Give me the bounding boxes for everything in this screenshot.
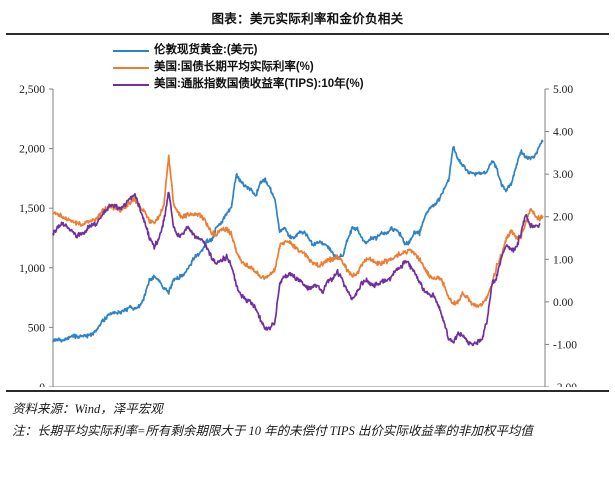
note-line: 注：长期平均实际利率=所有剩余期限大于 10 年的未偿付 TIPS 出价实际收益… [12,424,533,438]
page-title: 图表：美元实际利率和金价负相关 [211,12,404,26]
legend-swatch-tips [113,83,149,86]
legend-item-longterm-real-rate: 美国:国债长期平均实际利率(%) [113,59,364,76]
svg-text:2,000: 2,000 [19,144,45,156]
svg-text:0.00: 0.00 [553,297,573,309]
title-divider [6,33,609,35]
svg-text:1.00: 1.00 [553,254,573,266]
legend-item-tips: 美国:通胀指数国债收益率(TIPS):10年(%) [113,76,364,93]
svg-text:1,500: 1,500 [19,203,45,215]
svg-text:500: 500 [28,322,46,334]
legend-label-gold: 伦敦现货黄金:(美元) [154,44,258,56]
footer: 资料来源：Wind，泽平宏观 注：长期平均实际利率=所有剩余期限大于 10 年的… [0,392,615,441]
svg-text:2.00: 2.00 [553,212,573,224]
svg-text:1,000: 1,000 [19,263,45,275]
svg-text:3.00: 3.00 [553,169,573,181]
svg-text:2,500: 2,500 [19,84,45,96]
svg-text:-1.00: -1.00 [553,339,577,351]
legend-swatch-gold [113,49,149,52]
line-chart-plot: 0 500 1,000 1,500 2,000 2,500 -2.00 -1.00 0.00 1.… [19,84,577,387]
footer-divider [6,390,609,392]
svg-text:0: 0 [39,382,45,387]
svg-text:4.00: 4.00 [553,127,573,139]
svg-text:-2.00: -2.00 [553,382,577,387]
chart-area: 伦敦现货黄金:(美元) 美国:国债长期平均实际利率(%) 美国:通胀指数国债收益… [0,35,615,387]
title-block: 图表：美元实际利率和金价负相关 [0,0,615,28]
source-line: 资料来源：Wind，泽平宏观 [12,402,163,416]
legend-swatch-longterm-real-rate [113,66,149,69]
legend-label-tips: 美国:通胀指数国债收益率(TIPS):10年(%) [154,78,364,90]
svg-text:5.00: 5.00 [553,84,573,96]
legend-label-longterm-real-rate: 美国:国债长期平均实际利率(%) [154,61,314,73]
legend-item-gold: 伦敦现货黄金:(美元) [113,42,364,59]
chart-legend: 伦敦现货黄金:(美元) 美国:国债长期平均实际利率(%) 美国:通胀指数国债收益… [113,42,364,93]
